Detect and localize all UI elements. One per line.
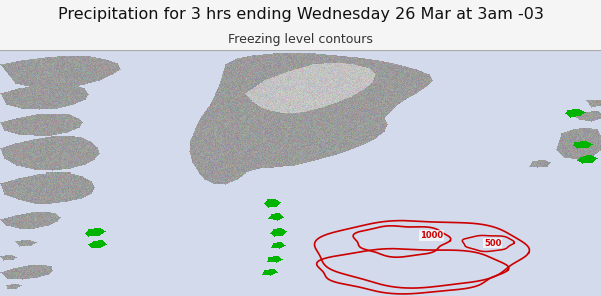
Text: Freezing level contours: Freezing level contours (228, 33, 373, 46)
Text: Precipitation for 3 hrs ending Wednesday 26 Mar at 3am -03: Precipitation for 3 hrs ending Wednesday… (58, 7, 543, 22)
Text: 500: 500 (484, 239, 501, 247)
Text: 1000: 1000 (420, 231, 443, 240)
